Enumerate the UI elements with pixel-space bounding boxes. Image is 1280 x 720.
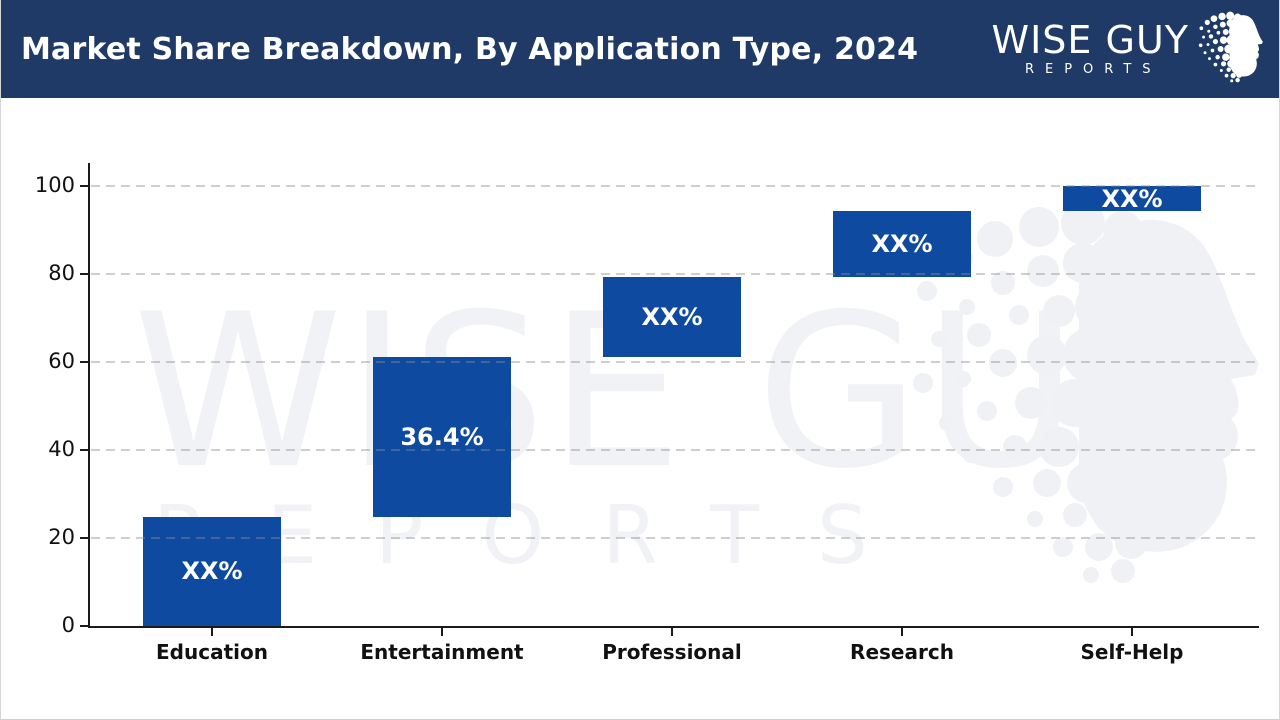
x-axis-line xyxy=(88,626,1259,628)
bar-label-research: XX% xyxy=(871,230,933,259)
y-tick-label-20: 20 xyxy=(48,525,75,549)
y-tick-0 xyxy=(80,625,88,627)
x-tick-professional xyxy=(671,628,673,636)
x-tick-research xyxy=(901,628,903,636)
y-tick-100 xyxy=(80,185,88,187)
y-tick-20 xyxy=(80,537,88,539)
x-tick-self-help xyxy=(1131,628,1133,636)
x-label-entertainment: Entertainment xyxy=(360,640,524,664)
y-axis-line xyxy=(88,163,90,628)
chart-title: Market Share Breakdown, By Application T… xyxy=(21,31,919,67)
x-label-professional: Professional xyxy=(602,640,742,664)
logo-wordmark: WISE GUY REPORTS xyxy=(991,18,1189,77)
y-tick-label-40: 40 xyxy=(48,437,75,461)
logo-wiseguy-text: WISE GUY xyxy=(991,18,1189,63)
waterfall-chart: WISE GUY REPORTS 0 20 40 60 80 100 XX% Educatio… xyxy=(1,98,1279,719)
bar-education: XX% xyxy=(143,516,281,626)
y-tick-label-100: 100 xyxy=(34,173,75,197)
chart-header: Market Share Breakdown, By Application T… xyxy=(1,0,1279,98)
bar-research: XX% xyxy=(833,211,971,278)
gridline-80 xyxy=(91,273,1257,275)
y-tick-80 xyxy=(80,273,88,275)
bar-label-self-help: XX% xyxy=(1101,184,1163,213)
y-tick-60 xyxy=(80,361,88,363)
gridline-60 xyxy=(91,361,1257,363)
bar-self-help: XX% xyxy=(1063,184,1201,213)
x-label-research: Research xyxy=(850,640,954,664)
wiseguy-head-icon xyxy=(1198,11,1263,83)
gridline-40 xyxy=(91,449,1257,451)
bar-label-professional: XX% xyxy=(641,302,703,331)
bar-entertainment: 36.4% xyxy=(373,356,511,517)
y-tick-label-0: 0 xyxy=(61,613,75,637)
logo-reports-text: REPORTS xyxy=(1024,61,1162,77)
bar-professional: XX% xyxy=(603,277,741,357)
bar-label-entertainment: 36.4% xyxy=(400,422,484,451)
x-tick-education xyxy=(211,628,213,636)
x-tick-entertainment xyxy=(441,628,443,636)
gridline-20 xyxy=(91,537,1257,539)
x-label-education: Education xyxy=(156,640,268,664)
y-tick-label-60: 60 xyxy=(48,349,75,373)
bar-label-education: XX% xyxy=(181,557,243,586)
gridline-100 xyxy=(91,185,1257,187)
x-label-self-help: Self-Help xyxy=(1080,640,1184,664)
y-tick-label-80: 80 xyxy=(48,261,75,285)
wiseguy-logo: WISE GUY REPORTS xyxy=(992,4,1265,94)
y-tick-40 xyxy=(80,449,88,451)
